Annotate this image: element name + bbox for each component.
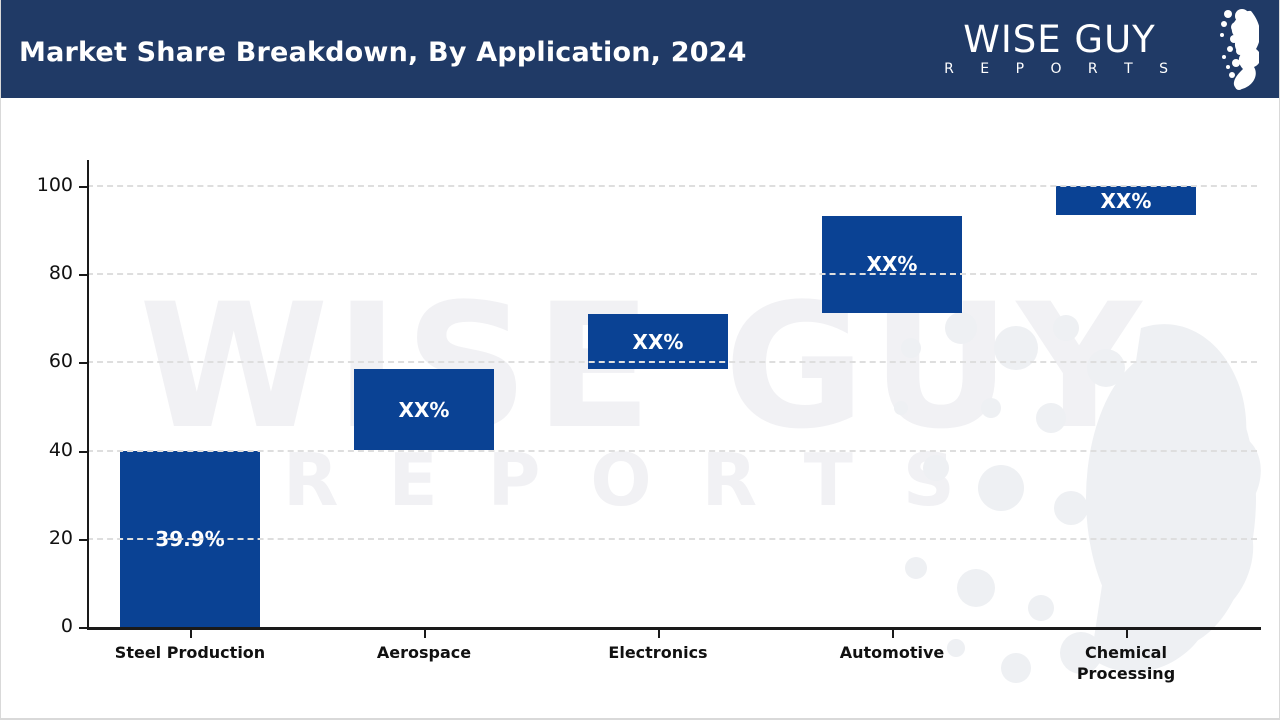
y-tick-mark bbox=[79, 362, 87, 365]
gridline bbox=[87, 537, 1257, 540]
x-tick-mark bbox=[190, 630, 192, 638]
x-tick-mark bbox=[658, 630, 660, 638]
bar: XX% bbox=[1056, 186, 1196, 216]
category-label: Automotive bbox=[839, 643, 945, 662]
watermark-text-2: REPORTS bbox=[283, 438, 1005, 522]
category-label: Steel Production bbox=[114, 643, 266, 662]
y-tick-label: 80 bbox=[48, 262, 73, 285]
category-label: Electronics bbox=[608, 643, 708, 662]
header: Market Share Breakdown, By Application, … bbox=[1, 0, 1279, 98]
page-title: Market Share Breakdown, By Application, … bbox=[19, 36, 747, 68]
gridline bbox=[87, 361, 1257, 364]
bar: XX% bbox=[588, 314, 728, 369]
category-label: Aerospace bbox=[376, 643, 472, 662]
x-tick-mark bbox=[1126, 630, 1128, 638]
x-tick-mark bbox=[892, 630, 894, 638]
chart-area: WISE GUY REPORTS 39.9% XX% XX% XX% XX% 0 20 40 6… bbox=[1, 98, 1279, 718]
x-tick-mark bbox=[424, 630, 426, 638]
x-axis-spine bbox=[87, 627, 1261, 630]
gridline bbox=[87, 449, 1257, 452]
y-tick-label: 40 bbox=[48, 438, 73, 461]
y-axis-spine bbox=[87, 160, 89, 630]
bar: XX% bbox=[354, 369, 494, 450]
bar: XX% bbox=[822, 215, 962, 314]
bar-value-label: XX% bbox=[632, 329, 684, 354]
y-tick-label: 20 bbox=[48, 526, 73, 549]
y-tick-mark bbox=[79, 186, 87, 188]
y-tick-mark bbox=[79, 450, 87, 453]
y-tick-label: 60 bbox=[48, 350, 73, 373]
y-tick-mark bbox=[79, 538, 87, 541]
gridline bbox=[87, 185, 1257, 187]
y-tick-mark bbox=[79, 274, 87, 277]
logo-title-text: WISE GUY bbox=[963, 18, 1156, 61]
logo: WISE GUY R E P O R T S bbox=[940, 7, 1265, 91]
bar-value-label: XX% bbox=[866, 252, 918, 277]
y-tick-label: 0 bbox=[60, 615, 73, 637]
bar-value-label: XX% bbox=[398, 397, 450, 422]
logo-wordmark: WISE GUY R E P O R T S bbox=[940, 21, 1179, 77]
y-tick-mark bbox=[79, 627, 87, 629]
gridline bbox=[87, 273, 1257, 276]
bar-value-label: XX% bbox=[1100, 188, 1152, 213]
logo-head-icon bbox=[1220, 9, 1259, 90]
category-label: Chemical Processing bbox=[1076, 643, 1176, 683]
logo-subtitle-text: R E P O R T S bbox=[944, 61, 1179, 77]
watermark-head-icon bbox=[894, 312, 1261, 683]
y-tick-label: 100 bbox=[36, 174, 73, 196]
